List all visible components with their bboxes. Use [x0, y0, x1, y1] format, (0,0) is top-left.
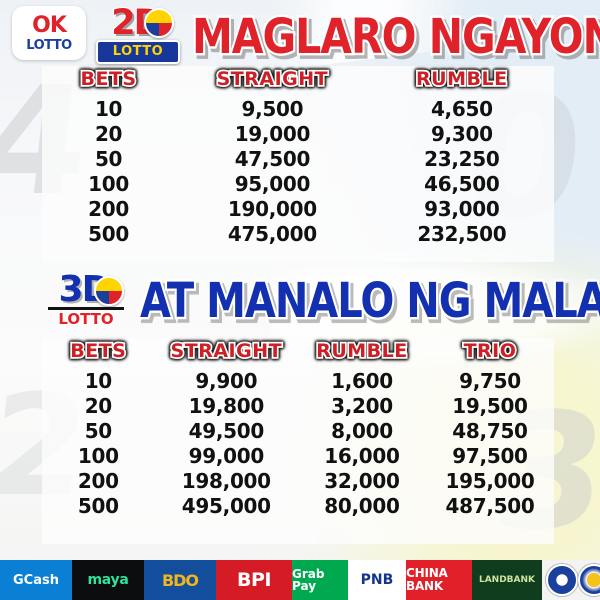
cell-rumble: 9,300 [430, 121, 493, 146]
cell-straight: 47,500 [234, 146, 311, 171]
payment-logo-grabpay[interactable]: Grab Pay [292, 560, 348, 600]
table-header-row-2d: BETS STRAIGHT RUMBLE [42, 66, 554, 96]
cell-trio: 19,500 [452, 393, 528, 418]
cell-rumble: 46,500 [424, 171, 500, 196]
table-header-row-3d: BETS STRAIGHT RUMBLE TRIO [42, 338, 554, 368]
ok-lotto-logo[interactable]: OK LOTTO [12, 6, 86, 60]
cell-bets: 50 [84, 418, 113, 443]
cell-straight: 198,000 [181, 468, 271, 493]
banner-3d: 3D LOTTO AT MANALO NG MALAKI! [0, 268, 600, 332]
prize-table-2d: BETS STRAIGHT RUMBLE 10 9,500 4,650 20 19,0… [42, 66, 554, 246]
cell-trio: 195,000 [445, 468, 535, 493]
cell-bets: 50 [94, 146, 123, 171]
payment-logo-bdo[interactable]: BDO [144, 560, 216, 600]
lotto-2d-logo[interactable]: 2D LOTTO [92, 2, 180, 64]
table-row: 100 99,000 16,000 97,500 [42, 443, 554, 468]
cell-bets: 10 [94, 96, 123, 121]
cell-bets: 200 [77, 468, 119, 493]
page-title: MAGLARO NGAYON [190, 6, 600, 67]
cell-rumble: 3,200 [331, 393, 393, 418]
table-row: 200 190,000 93,000 [42, 196, 554, 221]
ok-logo-top-text: OK [32, 12, 67, 38]
column-header-straight: STRAIGHT [169, 338, 283, 363]
table-row: 10 9,900 1,600 9,750 [42, 368, 554, 393]
lotto-2d-word: LOTTO [96, 40, 180, 64]
cell-straight: 19,800 [188, 393, 265, 418]
table-panel-2d: BETS STRAIGHT RUMBLE 10 9,500 4,650 20 19,0… [42, 66, 554, 262]
lotto-3d-word: LOTTO [48, 307, 124, 329]
table-row: 50 49,500 8,000 48,750 [42, 418, 554, 443]
table-row: 500 495,000 80,000 487,500 [42, 493, 554, 518]
cell-straight: 99,000 [188, 443, 265, 468]
cell-straight: 49,500 [188, 418, 265, 443]
cell-bets: 100 [77, 443, 119, 468]
cell-rumble: 16,000 [324, 443, 400, 468]
column-header-straight: STRAIGHT [215, 66, 329, 91]
ok-logo-bottom-text: LOTTO [26, 37, 72, 53]
payment-methods-bar: GCash maya BDO BPI Grab Pay PNB CHINA BA… [0, 560, 600, 600]
table-row: 500 475,000 232,500 [42, 221, 554, 246]
cell-straight: 9,500 [241, 96, 304, 121]
column-header-rumble: RUMBLE [315, 338, 409, 363]
cell-rumble: 1,600 [331, 368, 393, 393]
cell-straight: 95,000 [234, 171, 311, 196]
payment-logo-gcash[interactable]: GCash [0, 560, 72, 600]
cell-rumble: 8,000 [331, 418, 393, 443]
bank-seal-icon[interactable] [546, 564, 578, 596]
cell-rumble: 4,650 [430, 96, 493, 121]
bank-seals-group [542, 560, 600, 600]
payment-logo-pnb[interactable]: PNB [348, 560, 406, 600]
cell-rumble: 80,000 [324, 493, 400, 518]
lotto-3d-logo[interactable]: 3D LOTTO [38, 268, 130, 329]
cell-bets: 500 [77, 493, 119, 518]
table-row: 200 198,000 32,000 195,000 [42, 468, 554, 493]
column-header-bets: BETS [69, 338, 128, 363]
table-row: 100 95,000 46,500 [42, 171, 554, 196]
table-row: 20 19,000 9,300 [42, 121, 554, 146]
payment-logo-maya[interactable]: maya [72, 560, 144, 600]
cell-rumble: 23,250 [424, 146, 500, 171]
cell-bets: 500 [88, 221, 129, 246]
column-header-rumble: RUMBLE [414, 66, 508, 91]
cell-bets: 100 [88, 171, 129, 196]
cell-rumble: 232,500 [417, 221, 507, 246]
payment-logo-chinabank[interactable]: CHINA BANK [406, 560, 472, 600]
banner-title: AT MANALO NG MALAKI! [138, 272, 600, 332]
table-row: 50 47,500 23,250 [42, 146, 554, 171]
philippine-swirl-icon [144, 8, 174, 38]
cell-trio: 9,750 [459, 368, 521, 393]
column-header-trio: TRIO [462, 338, 518, 363]
cell-bets: 20 [84, 393, 113, 418]
cell-bets: 200 [88, 196, 129, 221]
prize-table-3d: BETS STRAIGHT RUMBLE TRIO 10 9,900 1,600 9,… [42, 338, 554, 518]
cell-trio: 97,500 [452, 443, 528, 468]
table-row: 20 19,800 3,200 19,500 [42, 393, 554, 418]
cell-straight: 190,000 [227, 196, 317, 221]
table-panel-3d: BETS STRAIGHT RUMBLE TRIO 10 9,900 1,600 9,… [42, 338, 554, 544]
payment-logo-bpi[interactable]: BPI [216, 560, 292, 600]
cell-trio: 48,750 [452, 418, 528, 443]
table-row: 10 9,500 4,650 [42, 96, 554, 121]
philippine-swirl-icon [94, 276, 124, 306]
cell-straight: 19,000 [234, 121, 311, 146]
payment-logo-landbank[interactable]: LANDBANK [472, 560, 542, 600]
cell-straight: 495,000 [181, 493, 271, 518]
cell-bets: 20 [94, 121, 123, 146]
cell-trio: 487,500 [445, 493, 535, 518]
cell-rumble: 32,000 [324, 468, 400, 493]
cell-straight: 475,000 [227, 221, 317, 246]
cell-bets: 10 [84, 368, 113, 393]
cell-straight: 9,900 [195, 368, 258, 393]
column-header-bets: BETS [79, 66, 138, 91]
bank-seal-icon[interactable] [578, 564, 600, 596]
cell-rumble: 93,000 [424, 196, 500, 221]
header-bar: OK LOTTO 2D LOTTO MAGLARO NGAYON [0, 0, 600, 67]
